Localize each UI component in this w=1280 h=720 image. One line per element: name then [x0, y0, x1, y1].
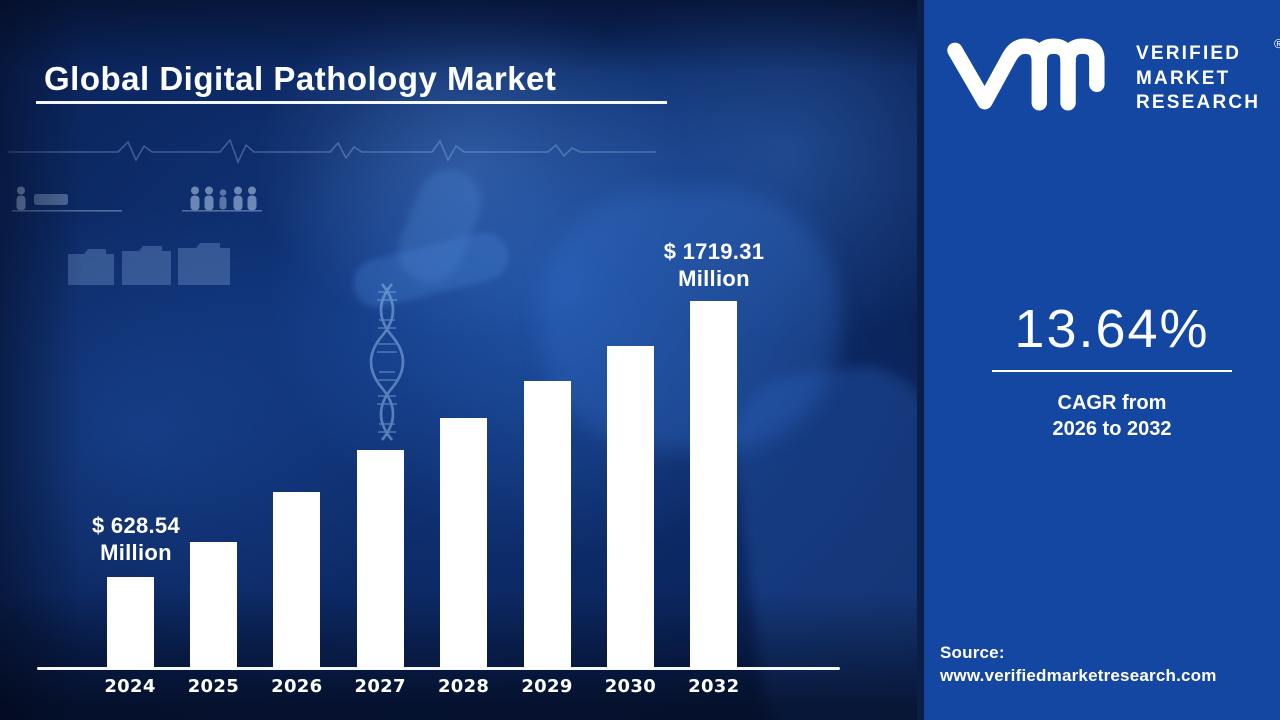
cagr-underline — [992, 370, 1232, 372]
bar-2029 — [523, 381, 571, 669]
x-axis-label-2027: 2027 — [354, 676, 406, 697]
cagr-block: 13.64% CAGR from 2026 to 2032 — [956, 300, 1268, 442]
source-url: www.verifiedmarketresearch.com — [940, 666, 1217, 685]
value-line1: $ 628.54 — [91, 513, 181, 538]
source-block: Source: www.verifiedmarketresearch.com — [940, 641, 1217, 687]
x-axis-line — [37, 667, 840, 670]
bar-value-label-2024: $ 628.54 Million — [46, 512, 226, 566]
page-title: Global Digital Pathology Market — [44, 60, 557, 98]
title-underline — [36, 101, 667, 104]
x-axis-label-2032: 2032 — [688, 676, 740, 697]
vmr-monogram-icon — [947, 38, 1105, 111]
brand-panel: VERIFIED MARKET RESEARCH ® 13.64% CAGR f… — [924, 0, 1280, 720]
brand-line-3: RESEARCH — [1136, 92, 1261, 113]
chart-section: Global Digital Pathology Market 2024 2025… — [0, 0, 971, 720]
source-label: Source: — [940, 643, 1005, 662]
panel-divider — [917, 0, 924, 720]
bar-2026 — [273, 492, 321, 669]
x-axis-label-2029: 2029 — [521, 676, 573, 697]
brand-line-2: MARKET — [1136, 67, 1231, 89]
value-line1: $ 1719.31 — [663, 239, 765, 264]
bar-chart: 2024 2025 2026 2027 2028 2029 2030 2032 $ 628.5… — [37, 238, 840, 697]
brand-name: VERIFIED MARKET RESEARCH — [1136, 42, 1260, 116]
bar-value-label-2032: $ 1719.31 Million — [624, 238, 804, 292]
bar-2028 — [440, 418, 488, 669]
value-line2: Million — [100, 540, 172, 565]
cagr-caption-line1: CAGR from — [1057, 392, 1167, 414]
x-axis-label-2030: 2030 — [604, 676, 657, 697]
cagr-caption: CAGR from 2026 to 2032 — [956, 390, 1268, 442]
cagr-value: 13.64% — [1014, 299, 1210, 359]
bar-2024 — [106, 577, 154, 669]
brand-line-1: VERIFIED — [1136, 43, 1242, 64]
x-axis-label-2025: 2025 — [187, 676, 240, 697]
bar-2032 — [690, 301, 738, 669]
cagr-caption-line2: 2026 to 2032 — [1052, 418, 1172, 440]
bar-2030 — [606, 346, 654, 669]
vmr-logo: VERIFIED MARKET RESEARCH ® — [944, 36, 1280, 116]
bar-2027 — [356, 450, 404, 669]
x-axis-label-2026: 2026 — [271, 676, 323, 697]
bar-2025 — [189, 542, 237, 669]
x-axis-label-2028: 2028 — [437, 676, 490, 697]
registered-trademark-icon: ® — [1274, 36, 1280, 51]
value-line2: Million — [678, 266, 750, 291]
x-axis-label-2024: 2024 — [104, 676, 156, 697]
